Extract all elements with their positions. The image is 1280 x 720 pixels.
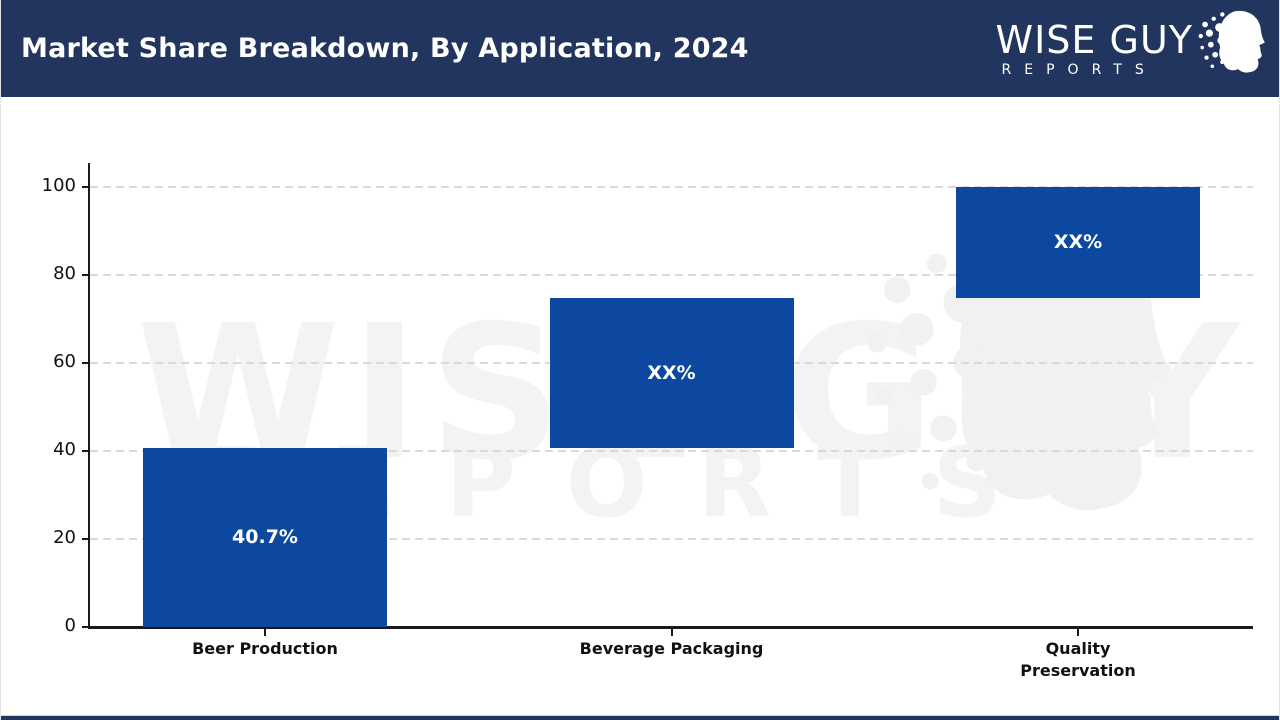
- footer-strip: [1, 716, 1279, 720]
- y-axis-tick-label: 60: [53, 351, 76, 372]
- bar-value-label: XX%: [1053, 231, 1103, 254]
- x-tick-mark: [670, 629, 673, 636]
- gridline: [90, 538, 1253, 540]
- x-axis-category-label: Beer Production: [115, 638, 415, 660]
- x-axis-category-label: Beverage Packaging: [522, 638, 822, 660]
- logo-wordmark: WISE GUY: [995, 17, 1193, 62]
- logo-face-icon: [1198, 10, 1265, 73]
- y-axis-line: [88, 163, 90, 629]
- y-tick-mark: [82, 538, 89, 540]
- page-title: Market Share Breakdown, By Application, …: [21, 33, 749, 64]
- header: Market Share Breakdown, By Application, …: [1, 0, 1279, 97]
- footer-hairline: [1, 715, 1279, 716]
- y-tick-mark: [82, 362, 89, 364]
- x-axis-line: [88, 626, 1253, 629]
- bar: XX%: [956, 187, 1200, 298]
- y-axis-tick-label: 80: [53, 263, 76, 284]
- wise-guy-reports-logo: WISE GUY REPORTS: [996, 8, 1267, 90]
- x-axis-category-label-line: Beverage Packaging: [579, 639, 764, 658]
- gridline: [90, 274, 1253, 276]
- y-axis-tick-label: 100: [41, 175, 76, 196]
- x-axis-category-label-line: Quality: [1045, 639, 1111, 658]
- bar-value-label: XX%: [647, 361, 696, 384]
- x-tick-mark: [1077, 629, 1079, 636]
- bar: XX%: [549, 297, 794, 448]
- bar: 40.7%: [143, 447, 387, 627]
- gridline: [90, 186, 1253, 188]
- y-axis-tick-label: 20: [53, 527, 76, 548]
- x-tick-mark: [264, 629, 266, 636]
- y-axis-tick-label: 40: [53, 439, 76, 460]
- x-axis-category-label: Quality Preservation: [928, 638, 1228, 682]
- x-axis-category-label-line: Preservation: [1020, 661, 1136, 680]
- y-tick-mark: [82, 626, 89, 628]
- bar-value-label: 40.7%: [232, 526, 298, 549]
- y-tick-mark: [82, 186, 89, 188]
- y-axis-tick-label: 0: [64, 615, 76, 636]
- x-axis-category-label-line: Beer Production: [192, 639, 338, 658]
- y-tick-mark: [82, 450, 89, 452]
- gridline: [90, 450, 1253, 452]
- y-tick-mark: [82, 274, 89, 276]
- logo-text: WISE GUY REPORTS: [996, 20, 1193, 78]
- logo-subtitle: REPORTS: [1001, 61, 1157, 78]
